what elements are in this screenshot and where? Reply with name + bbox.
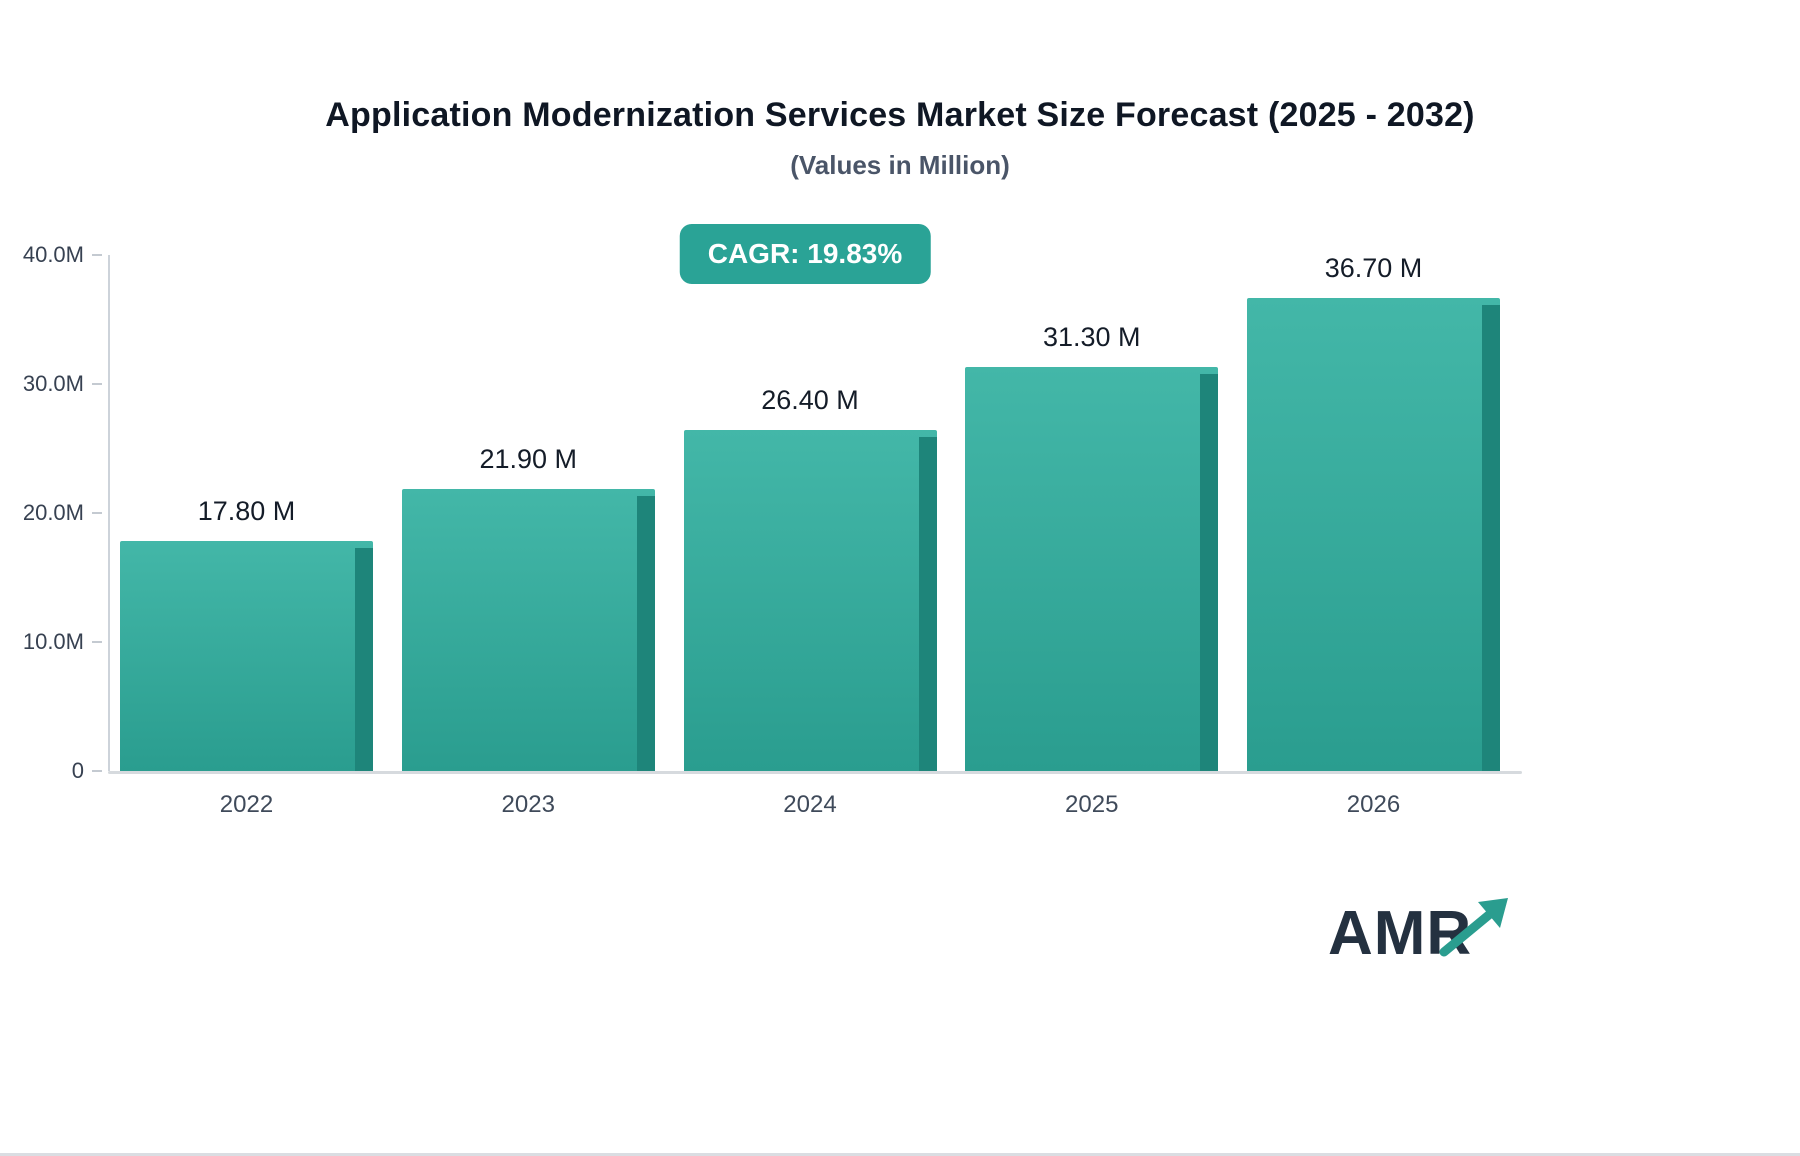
bar-group: 36.70 M — [1247, 253, 1500, 771]
x-tick-label: 2026 — [1346, 791, 1401, 818]
bar-value-label: 17.80 M — [197, 496, 296, 527]
bar-side-shadow — [355, 548, 373, 771]
x-tick-label: 2025 — [1065, 791, 1119, 818]
y-tick: 40.0M — [23, 242, 102, 268]
bar-chart: 0 10.0M 20.0M 30.0M 40.0M 17.80 M 21.90 M 26.4… — [23, 242, 1522, 818]
y-tick-label: 40.0M — [22, 242, 84, 267]
y-tick-mark — [92, 641, 102, 643]
amr-logo: AMR — [1328, 897, 1516, 969]
bar-side-shadow — [918, 437, 937, 771]
amr-logo-arrow-icon — [1439, 897, 1509, 956]
chart-subtitle: (Values in Million) — [790, 150, 1010, 180]
bar: 36.70 M — [1247, 253, 1500, 771]
amr-logo-text: AMR — [1328, 899, 1473, 968]
bar: 26.40 M — [683, 385, 937, 771]
bar-side-shadow — [1200, 374, 1219, 771]
y-tick-label: 0 — [71, 758, 84, 783]
bar: 21.90 M — [401, 444, 655, 771]
bar-group: 31.30 M — [965, 255, 1219, 771]
y-tick: 0 — [72, 758, 102, 784]
y-tick-mark — [92, 770, 102, 772]
bar-group: 21.90 M — [401, 255, 655, 771]
bar-value-label: 36.70 M — [1324, 252, 1423, 283]
chart-title: Application Modernization Services Marke… — [325, 96, 1475, 134]
y-tick: 30.0M — [23, 371, 102, 397]
bar-value-label: 21.90 M — [479, 443, 578, 474]
y-tick-label: 30.0M — [22, 371, 84, 396]
y-tick-label: 10.0M — [22, 629, 84, 654]
bar-group: 26.40 M — [683, 255, 937, 771]
x-tick-label: 2024 — [783, 791, 837, 818]
x-tick-label: 2022 — [219, 791, 274, 818]
bar-side-shadow — [1482, 304, 1500, 771]
x-tick-label: 2023 — [501, 791, 555, 818]
bar: 31.30 M — [965, 322, 1219, 771]
bar: 17.80 M — [120, 496, 373, 771]
y-tick-mark — [92, 383, 102, 385]
bar-value-label: 31.30 M — [1042, 322, 1141, 353]
x-axis-labels: 2022 2023 2024 2025 2026 — [120, 791, 1500, 819]
y-tick-label: 20.0M — [22, 500, 84, 525]
y-axis-line — [108, 255, 110, 771]
cagr-badge: CAGR: 19.83% — [679, 224, 931, 284]
bar-group: 17.80 M — [120, 255, 373, 771]
y-tick: 10.0M — [23, 629, 102, 655]
y-tick-mark — [92, 512, 102, 514]
x-axis-line — [108, 771, 1522, 774]
bar-value-label: 26.40 M — [761, 385, 859, 416]
bars-container: 17.80 M 21.90 M 26.40 M 31.30 M 36.70 M — [120, 253, 1500, 771]
bar-side-shadow — [636, 495, 655, 771]
y-tick-mark — [92, 254, 102, 256]
y-tick: 20.0M — [23, 500, 102, 526]
